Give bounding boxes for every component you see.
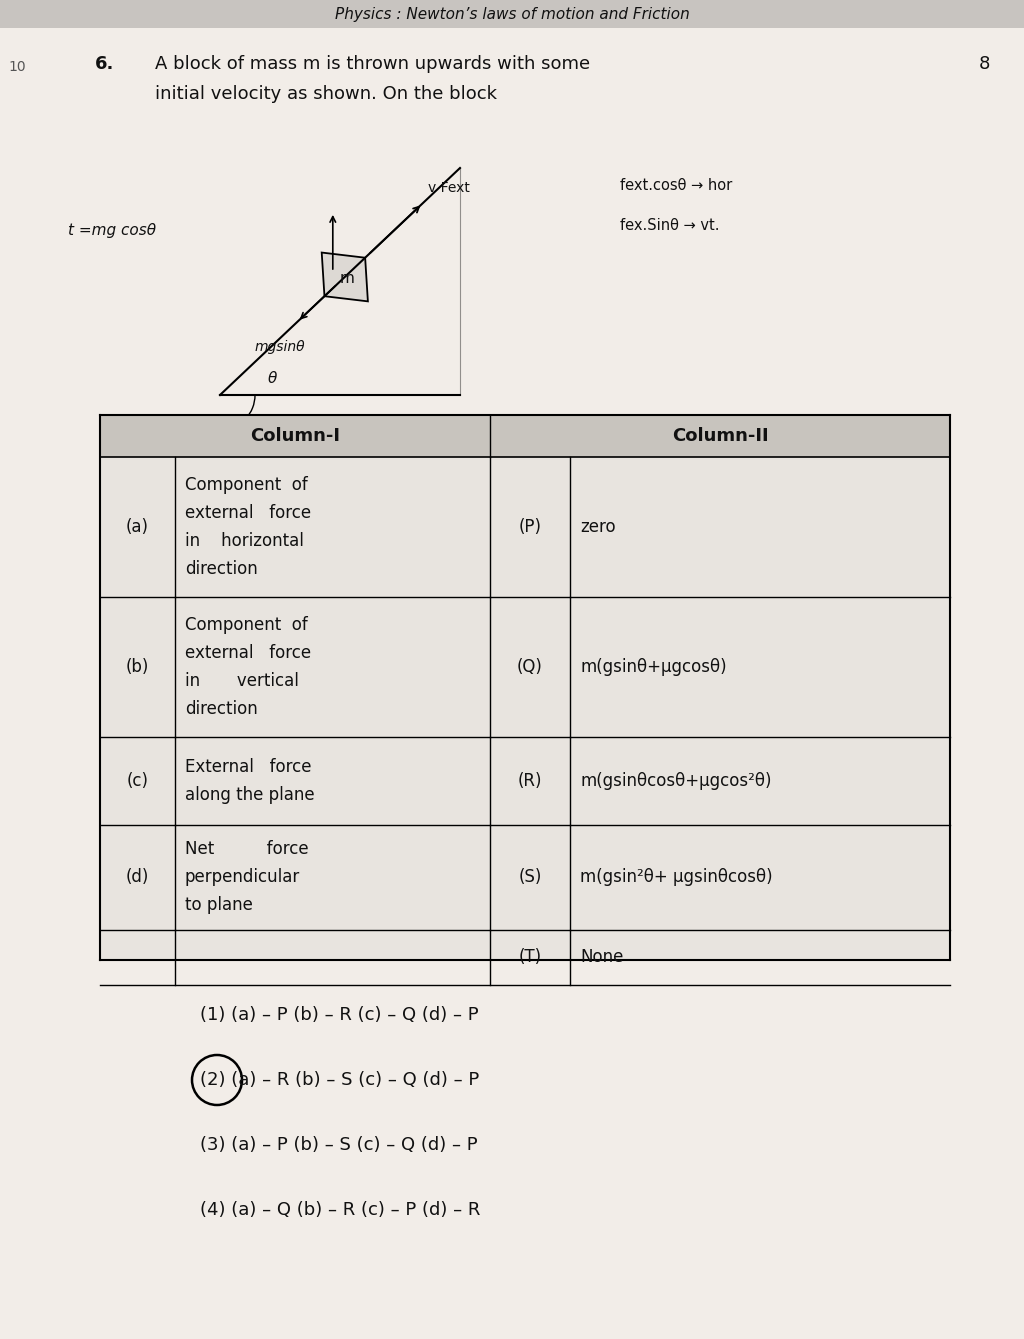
Text: (T): (T) [518,948,542,967]
Text: perpendicular: perpendicular [185,869,300,886]
Text: along the plane: along the plane [185,786,314,803]
Text: Column-II: Column-II [672,427,768,445]
Text: 8: 8 [979,55,990,74]
Text: Component  of: Component of [185,475,308,494]
Text: (P): (P) [518,518,542,536]
Text: (1) (a) – P (b) – R (c) – Q (d) – P: (1) (a) – P (b) – R (c) – Q (d) – P [200,1006,478,1024]
Text: m(gsinθcosθ+μgcos²θ): m(gsinθcosθ+μgcos²θ) [580,773,771,790]
Text: m(gsin²θ+ μgsinθcosθ): m(gsin²θ+ μgsinθcosθ) [580,869,773,886]
Text: m(gsinθ+μgcosθ): m(gsinθ+μgcosθ) [580,657,727,676]
Text: (d): (d) [126,869,150,886]
Text: v Fext: v Fext [428,181,469,195]
Text: in       vertical: in vertical [185,672,299,690]
Text: (4) (a) – Q (b) – R (c) – P (d) – R: (4) (a) – Q (b) – R (c) – P (d) – R [200,1201,480,1218]
Text: in    horizontal: in horizontal [185,532,304,550]
Text: (2) (a) – R (b) – S (c) – Q (d) – P: (2) (a) – R (b) – S (c) – Q (d) – P [200,1071,479,1089]
Text: direction: direction [185,700,258,718]
Text: 10: 10 [8,60,26,74]
Text: m: m [339,272,354,287]
Text: Net          force: Net force [185,841,308,858]
Text: fex.Sinθ → vt.: fex.Sinθ → vt. [620,217,720,233]
Text: fext.cosθ → hor: fext.cosθ → hor [620,178,732,193]
Text: (c): (c) [127,773,148,790]
Text: (S): (S) [518,869,542,886]
Text: (a): (a) [126,518,150,536]
Bar [100,415,950,457]
Bar [100,415,950,960]
Bar [0,0,1024,28]
Text: None: None [580,948,624,967]
Text: direction: direction [185,560,258,578]
Text: 6.: 6. [95,55,115,74]
Text: zero: zero [580,518,615,536]
Text: θ: θ [268,371,278,386]
Text: Column-I: Column-I [250,427,340,445]
Text: A block of mass m is thrown upwards with some: A block of mass m is thrown upwards with… [155,55,590,74]
Text: External   force: External force [185,758,311,777]
Text: to plane: to plane [185,897,253,915]
Text: (b): (b) [126,657,150,676]
Text: (3) (a) – P (b) – S (c) – Q (d) – P: (3) (a) – P (b) – S (c) – Q (d) – P [200,1135,477,1154]
Text: initial velocity as shown. On the block: initial velocity as shown. On the block [155,84,497,103]
Text: mgsinθ: mgsinθ [255,340,305,353]
Text: t =mg cosθ: t =mg cosθ [68,222,156,237]
Text: (Q): (Q) [517,657,543,676]
Text: external   force: external force [185,644,311,661]
Polygon shape [322,253,368,301]
Text: external   force: external force [185,503,311,522]
Text: Physics : Newton’s laws of motion and Friction: Physics : Newton’s laws of motion and Fr… [335,7,689,21]
Text: Component  of: Component of [185,616,308,633]
Text: (R): (R) [518,773,543,790]
